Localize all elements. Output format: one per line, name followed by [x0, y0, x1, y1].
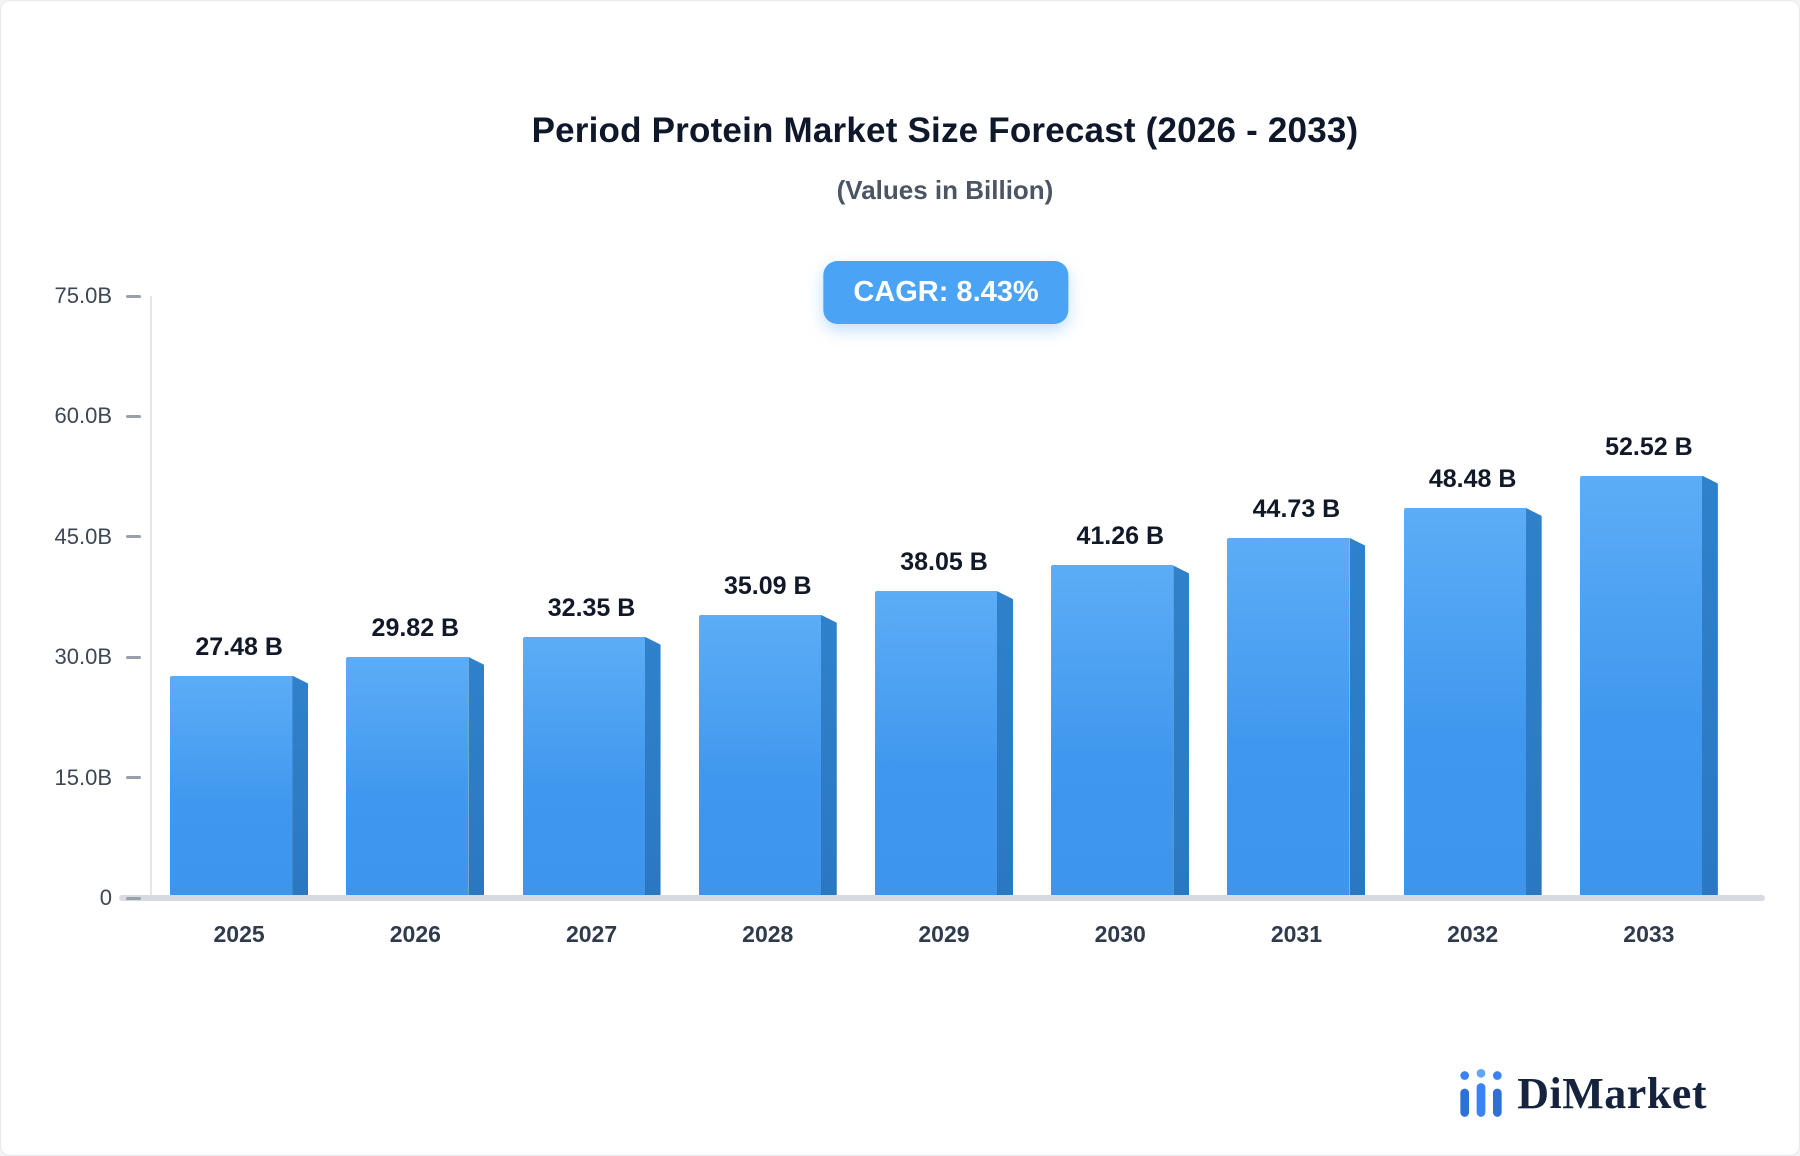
bar-group: 52.52 B 2033	[1561, 296, 1737, 947]
bar	[1051, 565, 1190, 895]
y-axis-line	[150, 296, 152, 898]
y-axis-tick-mark	[126, 535, 141, 539]
dimarket-logo-text: DiMarket	[1517, 1069, 1707, 1118]
bar-group: 44.73 B 2031	[1208, 296, 1384, 947]
bar-value-label: 27.48 B	[195, 632, 283, 661]
y-axis-tick-label: 0	[99, 885, 112, 910]
bar-front-face	[1579, 475, 1702, 895]
bar-value-label: 32.35 B	[547, 593, 636, 622]
bar-side-face	[1349, 537, 1366, 895]
bar-front-face	[170, 675, 293, 895]
x-axis-label: 2032	[1447, 921, 1499, 947]
y-axis-tick: 75.0B	[55, 283, 152, 309]
bar-side-face	[292, 675, 309, 895]
y-axis-tick-label: 30.0B	[54, 644, 113, 670]
bar-group: 38.05 B 2029	[856, 296, 1032, 947]
y-axis-tick: 60.0B	[55, 403, 152, 429]
bar-group: 29.82 B 2026	[327, 296, 503, 947]
x-axis-label: 2029	[918, 921, 970, 947]
bar-group: 35.09 B 2028	[680, 296, 856, 947]
bar-side-face	[996, 591, 1013, 895]
y-axis-tick: 15.0B	[55, 765, 152, 791]
bar	[1403, 507, 1542, 895]
bar-value-label: 35.09 B	[723, 571, 812, 600]
x-axis-label: 2026	[389, 921, 441, 947]
chart-subtitle: (Values in Billion)	[836, 175, 1054, 205]
bar	[874, 591, 1013, 895]
bar-value-label: 29.82 B	[371, 613, 460, 642]
bar-front-face	[1227, 537, 1350, 895]
x-axis-label: 2025	[213, 921, 265, 947]
x-axis-label: 2031	[1270, 921, 1323, 947]
bar-side-face	[1525, 507, 1542, 895]
y-axis-tick-mark	[126, 655, 141, 659]
bar-group: 27.48 B 2025	[151, 296, 327, 947]
x-axis-label: 2028	[742, 921, 794, 947]
y-axis-tick-mark	[126, 896, 141, 900]
y-axis-tick-label: 75.0B	[54, 283, 113, 308]
bar-side-face	[468, 656, 485, 895]
bar-value-label: 44.73 B	[1252, 494, 1341, 523]
bar-value-label: 52.52 B	[1605, 432, 1693, 461]
bar-side-face	[820, 614, 837, 895]
bar-side-face	[1173, 565, 1190, 895]
y-axis-tick-label: 15.0B	[54, 764, 113, 790]
cagr-badge: CAGR: 8.43%	[823, 261, 1069, 324]
bar-front-face	[874, 591, 997, 895]
bar-value-label: 48.48 B	[1428, 464, 1517, 493]
y-axis-tick-mark	[126, 294, 141, 298]
y-axis-tick-label: 60.0B	[54, 403, 113, 429]
bar-side-face	[644, 636, 661, 895]
bar-front-face	[522, 636, 645, 895]
x-axis-label: 2030	[1094, 921, 1146, 947]
y-axis-tick: 0	[100, 885, 151, 911]
bar-front-face	[346, 656, 469, 895]
y-axis-tick-label: 45.0B	[54, 523, 113, 549]
y-axis-tick: 45.0B	[55, 524, 152, 550]
chart-title: Period Protein Market Size Forecast (202…	[531, 111, 1359, 150]
x-axis-baseline	[119, 895, 1765, 901]
bar-front-face	[698, 614, 821, 895]
chart-plot-area: 75.0B 60.0B 45.0B 30.0B 15.0B 0 27.48 B 2025 29…	[55, 283, 1765, 947]
bar-front-face	[1051, 565, 1174, 895]
bar	[698, 614, 837, 895]
bar	[1227, 537, 1366, 895]
dimarket-logo: DiMarket	[1457, 1068, 1707, 1119]
y-axis-tick-mark	[126, 414, 141, 418]
bar-group: 32.35 B 2027	[503, 296, 679, 947]
bar-value-label: 41.26 B	[1076, 522, 1164, 551]
y-axis-tick-mark	[126, 776, 141, 780]
bar	[1579, 475, 1718, 895]
bar-group: 41.26 B 2030	[1032, 296, 1208, 947]
bar-chart-dots-icon	[1460, 1068, 1502, 1117]
bar	[170, 675, 309, 895]
bar	[522, 636, 661, 895]
y-axis-tick: 30.0B	[55, 644, 152, 670]
bar-front-face	[1403, 507, 1526, 895]
bar-side-face	[1701, 475, 1718, 895]
x-axis-label: 2027	[565, 921, 618, 947]
x-axis-label: 2033	[1623, 921, 1675, 947]
chart-header: Period Protein Market Size Forecast (202…	[151, 111, 1739, 206]
bar	[346, 656, 485, 895]
bar-group: 48.48 B 2032	[1385, 296, 1561, 947]
bar-value-label: 38.05 B	[900, 548, 988, 577]
